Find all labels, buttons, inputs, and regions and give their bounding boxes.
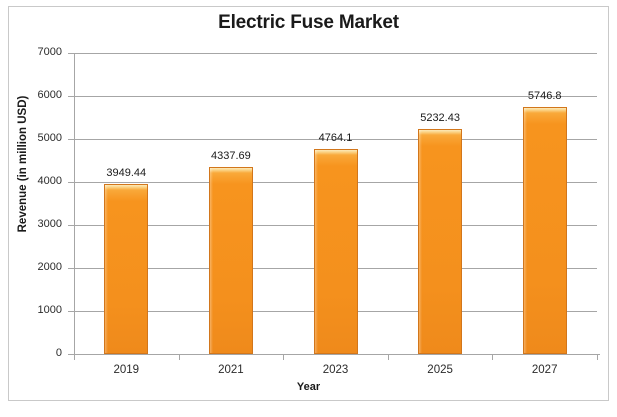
y-axis-tick <box>68 225 74 226</box>
x-axis-title: Year <box>296 381 321 393</box>
y-axis-tick-label: 5000 <box>37 132 62 144</box>
y-axis-tick-label: 3000 <box>37 218 62 230</box>
bar <box>522 106 567 354</box>
gridline <box>74 354 597 355</box>
bar <box>104 184 149 354</box>
x-axis-tick <box>283 355 285 360</box>
y-axis-tick-label: 1000 <box>37 304 62 316</box>
bar-value-label: 5746.8 <box>527 89 562 102</box>
x-axis-tick-label: 2025 <box>427 364 453 376</box>
x-axis-tick-label: 2027 <box>531 364 558 376</box>
bar-value-label: 5232.43 <box>420 112 460 124</box>
bar <box>313 149 358 354</box>
y-axis-tick <box>68 96 74 97</box>
bar-value-label: 3949.44 <box>106 167 147 180</box>
bar-value-label: 4764.1 <box>318 132 353 145</box>
gridline <box>74 53 597 54</box>
bar-value-label: 4337.69 <box>211 150 251 163</box>
x-axis-tick-label: 2019 <box>113 364 140 376</box>
y-axis-tick <box>68 354 74 355</box>
y-axis-tick-label: 6000 <box>37 89 62 101</box>
y-axis-tick <box>68 139 74 140</box>
y-axis-tick-label: 4000 <box>37 175 62 187</box>
y-axis-tick <box>68 53 74 54</box>
x-axis-tick <box>387 355 389 360</box>
x-axis-tick <box>178 355 180 360</box>
x-axis-tick-label: 2021 <box>218 364 244 376</box>
gridline <box>74 96 597 97</box>
gridline <box>74 139 597 140</box>
y-axis-tick-label: 2000 <box>37 261 62 273</box>
bar <box>418 129 463 354</box>
x-axis-tick-label: 2023 <box>322 364 349 376</box>
bar <box>208 167 253 354</box>
y-axis-tick <box>68 182 74 183</box>
y-axis-tick <box>68 268 74 269</box>
plot-area <box>74 53 597 355</box>
x-axis-tick <box>597 355 598 360</box>
y-axis-tick <box>68 311 74 312</box>
x-axis-tick <box>492 355 494 360</box>
y-axis-line <box>74 53 75 355</box>
y-axis-tick-label: 0 <box>55 347 62 359</box>
y-axis-tick-label: 7000 <box>37 46 62 58</box>
chart-title: Electric Fuse Market <box>218 12 399 33</box>
x-axis-tick <box>74 355 75 360</box>
